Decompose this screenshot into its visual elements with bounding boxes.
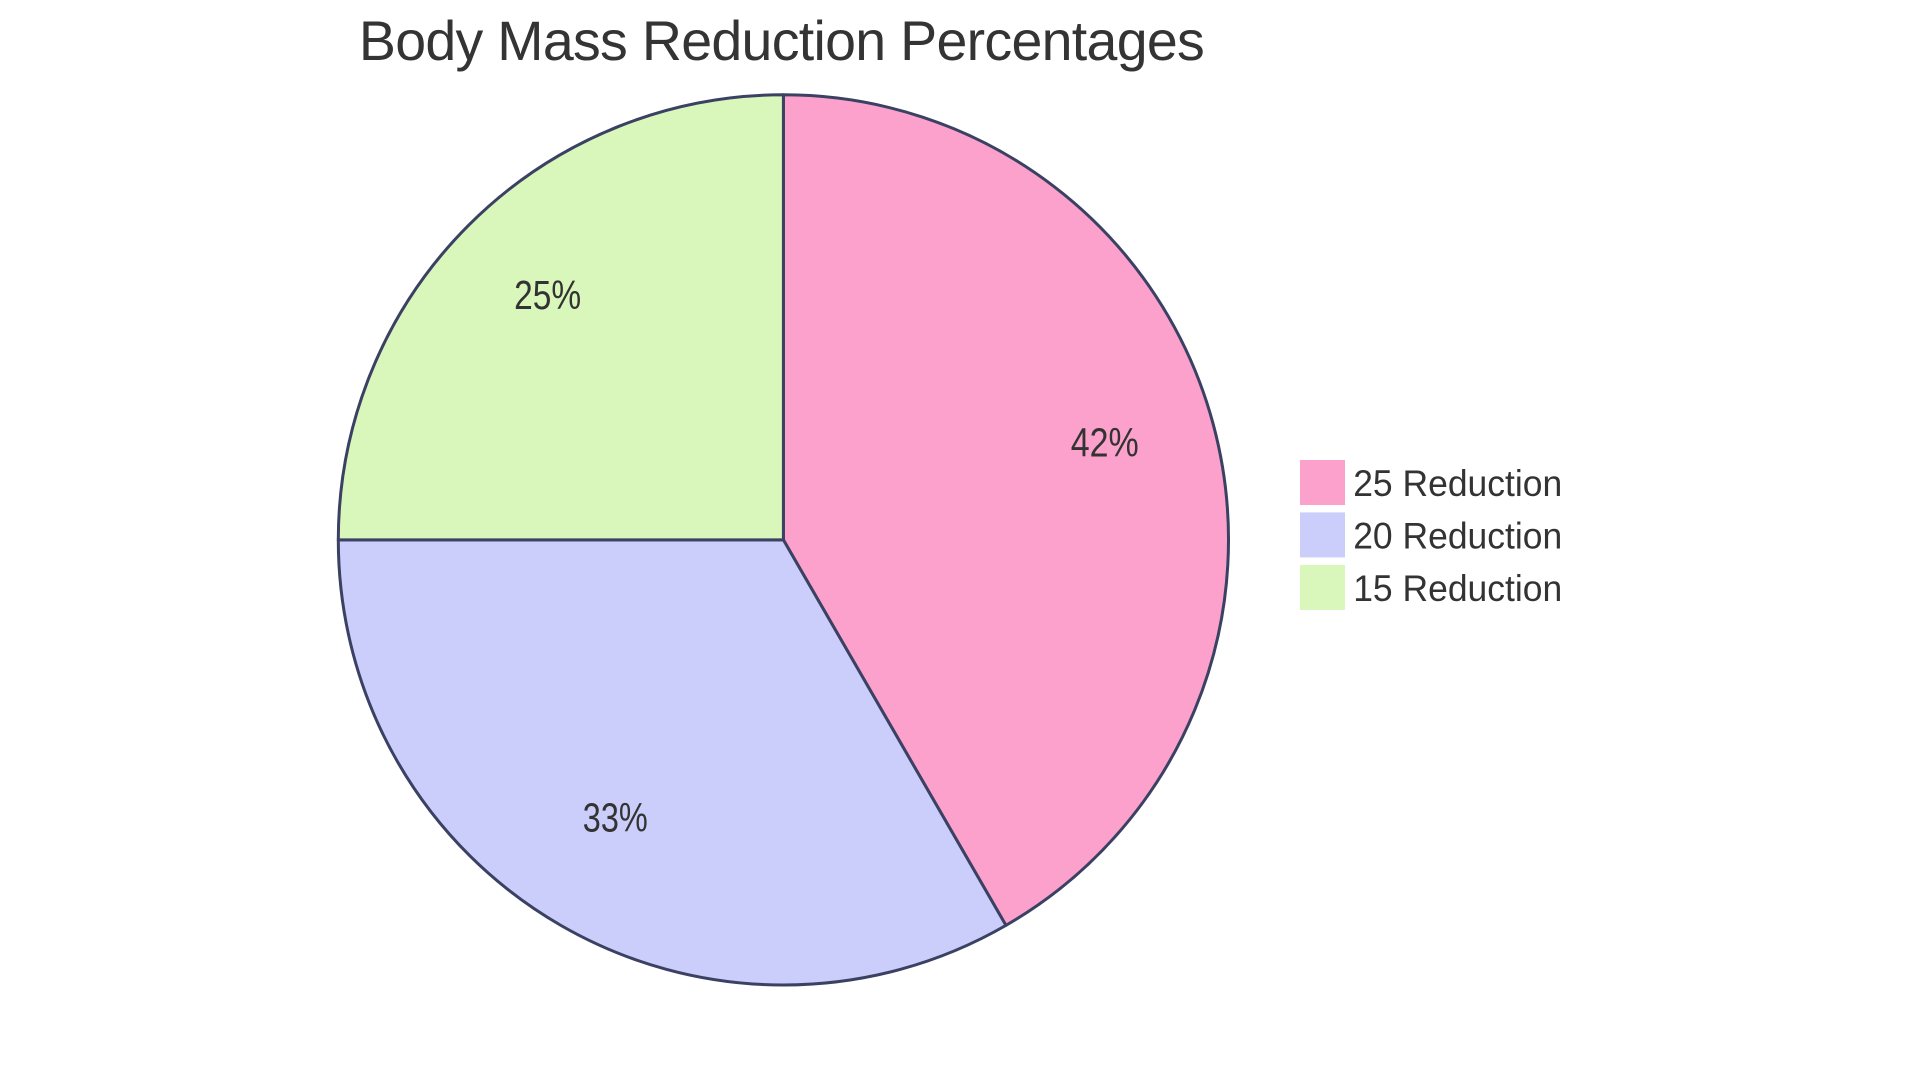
svg-text:15 Reduction: 15 Reduction (1353, 568, 1562, 609)
svg-text:25 Reduction: 25 Reduction (1353, 463, 1562, 504)
svg-text:Body Mass Reduction Percentage: Body Mass Reduction Percentages (359, 10, 1204, 72)
svg-text:25%: 25% (514, 272, 581, 318)
svg-text:42%: 42% (1071, 420, 1139, 466)
svg-text:33%: 33% (583, 795, 648, 841)
svg-text:20 Reduction: 20 Reduction (1353, 515, 1562, 556)
